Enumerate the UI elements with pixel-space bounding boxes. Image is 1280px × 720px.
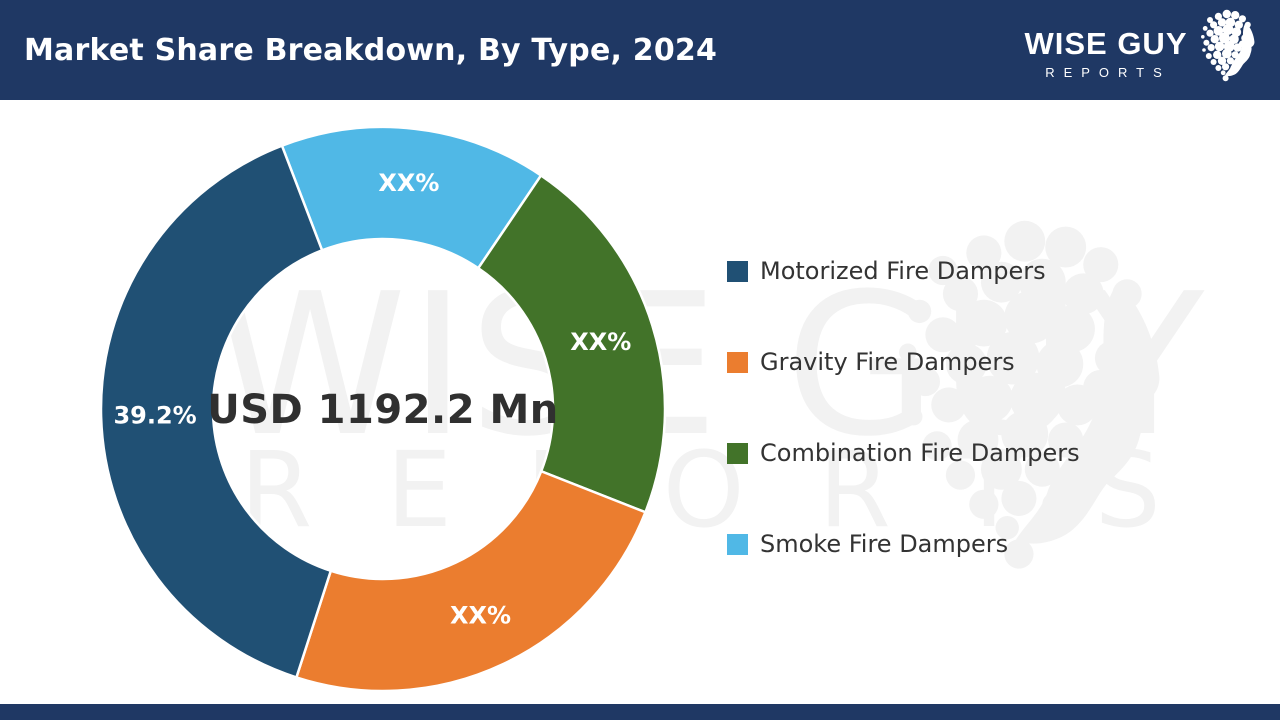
donut-slice-motorized-fire-dampers [99, 144, 333, 679]
legend-swatch [727, 442, 748, 464]
legend-label: Motorized Fire Dampers [760, 257, 1046, 285]
footer-bar [0, 704, 1280, 720]
wise-guy-logo: WISE GUY REPORTS [1020, 0, 1270, 100]
logo-reports-text: REPORTS [1045, 65, 1171, 80]
page-title: Market Share Breakdown, By Type, 2024 [24, 32, 718, 68]
slice-percentage-label: XX% [450, 601, 511, 629]
legend-item-motorized-fire-dampers: Motorized Fire Dampers [727, 256, 1080, 286]
donut-center-value: USD 1192.2 Mn [207, 387, 558, 433]
slice-percentage-label: XX% [570, 328, 631, 356]
legend-item-gravity-fire-dampers: Gravity Fire Dampers [727, 347, 1080, 377]
logo-wiseguy-text: WISE GUY [1024, 26, 1188, 61]
logo-text: WISE GUY REPORTS [1020, 26, 1192, 80]
slice-percentage-label: 39.2% [113, 402, 196, 430]
legend-label: Smoke Fire Dampers [760, 530, 1009, 558]
slice-percentage-label: XX% [378, 169, 439, 197]
wise-guy-head-icon [1201, 9, 1255, 82]
donut-chart: XX% XX% XX% 39.2% USD 1192.2 Mn [99, 125, 667, 693]
legend-swatch [727, 351, 748, 373]
legend-swatch [727, 260, 748, 282]
legend-item-combination-fire-dampers: Combination Fire Dampers [727, 438, 1080, 468]
donut-slice-combination-fire-dampers [476, 173, 667, 514]
legend-swatch [727, 533, 748, 555]
chart-legend: Motorized Fire Dampers Gravity Fire Dampe… [727, 256, 1080, 620]
donut-slice-gravity-fire-dampers [294, 469, 648, 693]
legend-item-smoke-fire-dampers: Smoke Fire Dampers [727, 529, 1080, 559]
legend-label: Gravity Fire Dampers [760, 348, 1015, 376]
header-bar: Market Share Breakdown, By Type, 2024 WI… [0, 0, 1280, 100]
legend-label: Combination Fire Dampers [760, 439, 1080, 467]
